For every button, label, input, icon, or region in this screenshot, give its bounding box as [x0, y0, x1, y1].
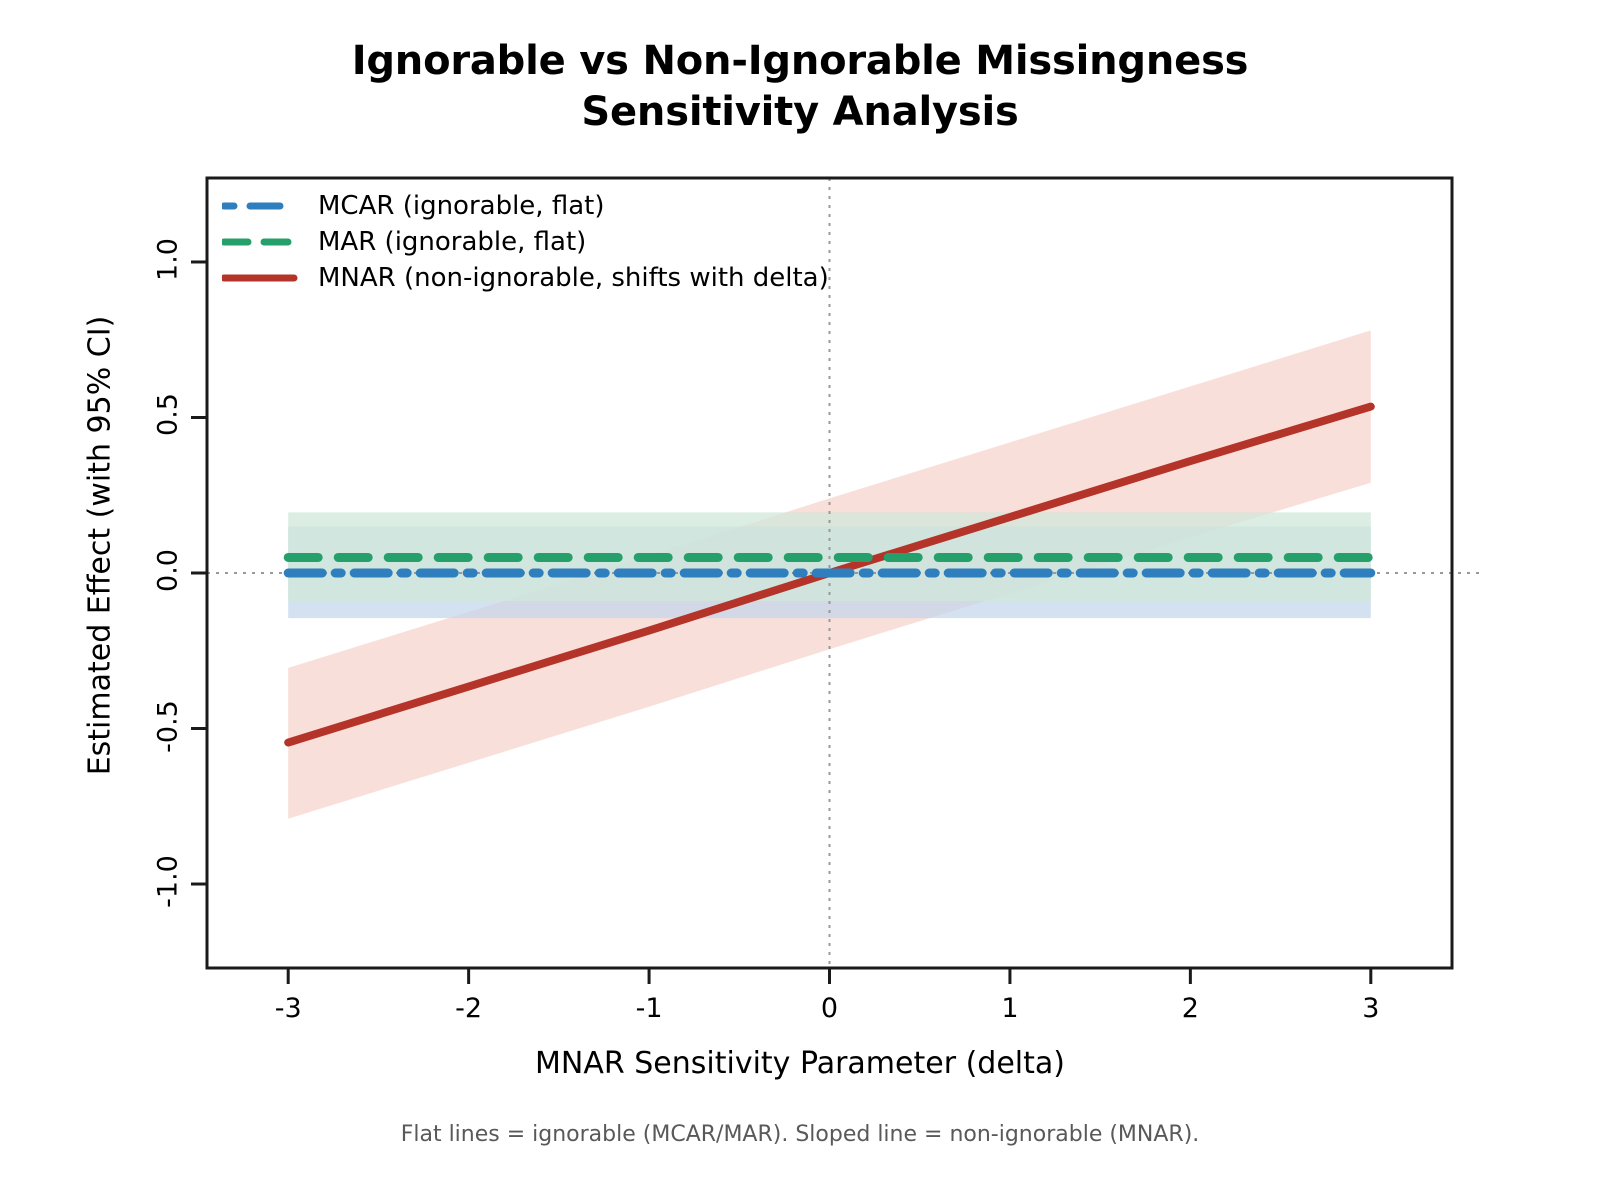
y-axis-label: Estimated Effect (with 95% CI): [82, 315, 118, 776]
legend-item-mar: MAR (ignorable, flat): [222, 226, 829, 258]
chart-title-line-2: Sensitivity Analysis: [581, 89, 1019, 136]
legend-key-mcar-icon: [222, 202, 284, 210]
chart-title-line-1: Ignorable vs Non-Ignorable Missingness: [351, 38, 1249, 84]
x-axis-label: MNAR Sensitivity Parameter (delta): [535, 1046, 1065, 1081]
axes-frame: [191, 176, 1454, 984]
x-tick-label: 0: [820, 993, 839, 1024]
chart-title: Ignorable vs Non-Ignorable Missingness S…: [0, 36, 1600, 138]
x-tick-label: 3: [1362, 993, 1380, 1024]
x-tick-label: -3: [274, 993, 302, 1024]
series-lines: [283, 402, 1376, 747]
legend-item-mcar: MCAR (ignorable, flat): [222, 190, 829, 222]
legend-label-mar: MAR (ignorable, flat): [318, 227, 587, 257]
legend-key-mnar-icon: [222, 274, 298, 282]
legend-item-mnar: MNAR (non-ignorable, shifts with delta): [222, 262, 829, 294]
legend-label-mcar: MCAR (ignorable, flat): [318, 191, 605, 221]
legend-label-mnar: MNAR (non-ignorable, shifts with delta): [318, 263, 829, 293]
x-tick-label: 1: [1001, 993, 1019, 1024]
legend-key-mar-icon: [222, 238, 292, 246]
figure-caption: Flat lines = ignorable (MCAR/MAR). Slope…: [400, 1122, 1200, 1147]
y-tick-label: 1.0: [152, 238, 184, 281]
y-tick-label: -0.5: [152, 699, 184, 753]
y-tick-label: -1.0: [152, 855, 184, 908]
y-tick-label: 0.0: [152, 549, 184, 592]
x-tick-label: -2: [455, 993, 483, 1024]
x-tick-label: -1: [635, 993, 663, 1024]
chart-legend: MCAR (ignorable, flat) MAR (ignorable, f…: [222, 190, 829, 298]
x-tick-label: 2: [1181, 993, 1199, 1024]
y-tick-label: 0.5: [152, 393, 184, 437]
